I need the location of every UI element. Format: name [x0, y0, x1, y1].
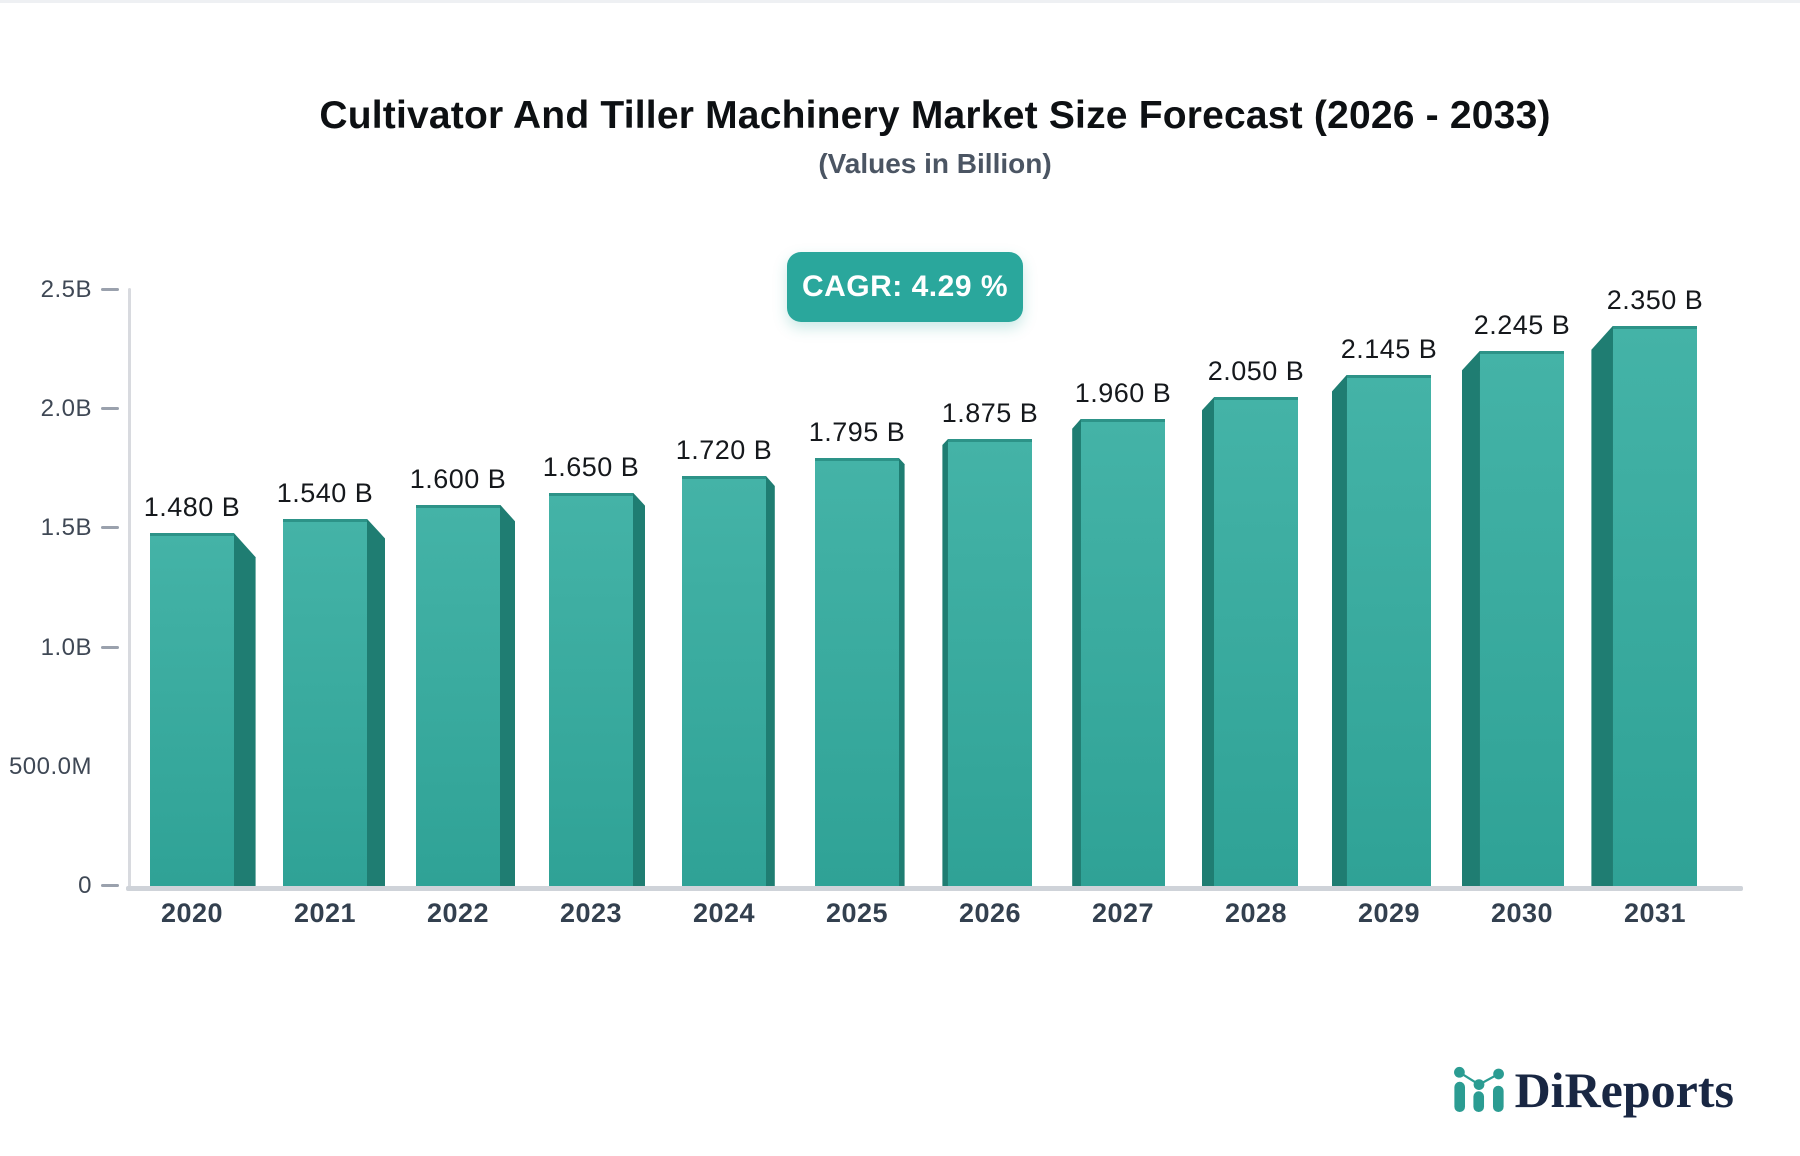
x-axis-year-label: 2022	[426, 898, 490, 928]
y-axis-tick-dash	[101, 407, 119, 411]
bar	[1214, 397, 1298, 886]
bar	[948, 439, 1032, 886]
bar	[283, 518, 367, 886]
x-axis-year-label: 2020	[160, 898, 224, 928]
bar-value-label: 2.350 B	[1606, 284, 1704, 315]
y-axis-tick-dash	[101, 645, 119, 649]
y-axis-tick-label: 1.0B	[40, 633, 92, 661]
y-axis-tick-dash	[101, 288, 119, 291]
y-axis-tick-label: 1.5B	[40, 514, 92, 542]
y-axis-tick-dash	[101, 884, 119, 887]
x-axis-year-label: 2029	[1357, 898, 1421, 928]
mini-bar-line-chart-icon	[1453, 1066, 1504, 1112]
bar-side-face	[1202, 397, 1214, 886]
bar-side-face	[1591, 325, 1613, 886]
top-border	[0, 0, 1800, 3]
chart-subtitle: (Values in Billion)	[818, 148, 1052, 179]
y-axis-tick-label: 500.0M	[8, 752, 92, 780]
bar-value-label: 2.145 B	[1340, 333, 1438, 364]
y-axis-tick-label: 0	[78, 872, 92, 899]
bar-value-label: 1.650 B	[542, 451, 640, 482]
bar-side-face	[766, 475, 775, 886]
bar-side-face	[942, 439, 948, 886]
x-axis-year-label: 2030	[1490, 898, 1554, 928]
x-axis-year-label: 2031	[1623, 898, 1687, 928]
bar	[549, 492, 633, 886]
bar-side-face	[1461, 350, 1480, 886]
x-axis-year-label: 2026	[958, 898, 1022, 928]
bar-value-label: 1.720 B	[675, 434, 773, 465]
bar-side-face	[234, 533, 256, 886]
chart-title: Cultivator And Tiller Machinery Market S…	[319, 94, 1551, 137]
x-axis-year-label: 2024	[692, 898, 756, 928]
bar	[1081, 418, 1165, 886]
y-axis-tick-dash	[101, 526, 119, 530]
bar-value-label: 1.540 B	[276, 477, 374, 508]
bar	[1480, 350, 1564, 886]
bar	[815, 458, 899, 886]
bar-value-label: 1.480 B	[143, 492, 241, 523]
cagr-badge: CAGR: 4.29 %	[787, 252, 1023, 322]
direports-logo: DiReports	[1452, 1063, 1734, 1118]
bar	[150, 533, 234, 886]
bar-value-label: 1.960 B	[1074, 377, 1172, 408]
bar	[1613, 325, 1697, 886]
y-axis-line	[128, 288, 131, 888]
bar	[682, 475, 766, 886]
bar-side-face	[500, 504, 516, 886]
x-axis-baseline	[126, 886, 1743, 891]
x-axis-year-label: 2025	[825, 898, 889, 928]
bar-side-face	[633, 492, 645, 886]
x-axis-year-label: 2028	[1224, 898, 1288, 928]
bar-value-label: 1.600 B	[409, 463, 507, 494]
bar	[416, 504, 500, 886]
bar-side-face	[367, 518, 386, 886]
cagr-badge-label: CAGR: 4.29 %	[801, 270, 1009, 303]
y-axis-tick-label: 2.5B	[40, 276, 92, 303]
bar-side-face	[1072, 418, 1081, 886]
bar-value-label: 1.875 B	[941, 398, 1039, 428]
x-axis-year-label: 2021	[293, 898, 357, 928]
bar-value-label: 2.245 B	[1473, 309, 1571, 340]
bar	[1347, 374, 1431, 886]
bar-side-face	[899, 458, 905, 886]
y-axis-tick-label: 2.0B	[40, 395, 92, 423]
logo-text: DiReports	[1514, 1062, 1734, 1118]
bar-value-label: 2.050 B	[1207, 356, 1305, 387]
x-axis-year-label: 2027	[1091, 898, 1155, 928]
bar-side-face	[1331, 374, 1347, 886]
x-axis-year-label: 2023	[559, 898, 623, 928]
bar-value-label: 1.795 B	[808, 417, 906, 448]
